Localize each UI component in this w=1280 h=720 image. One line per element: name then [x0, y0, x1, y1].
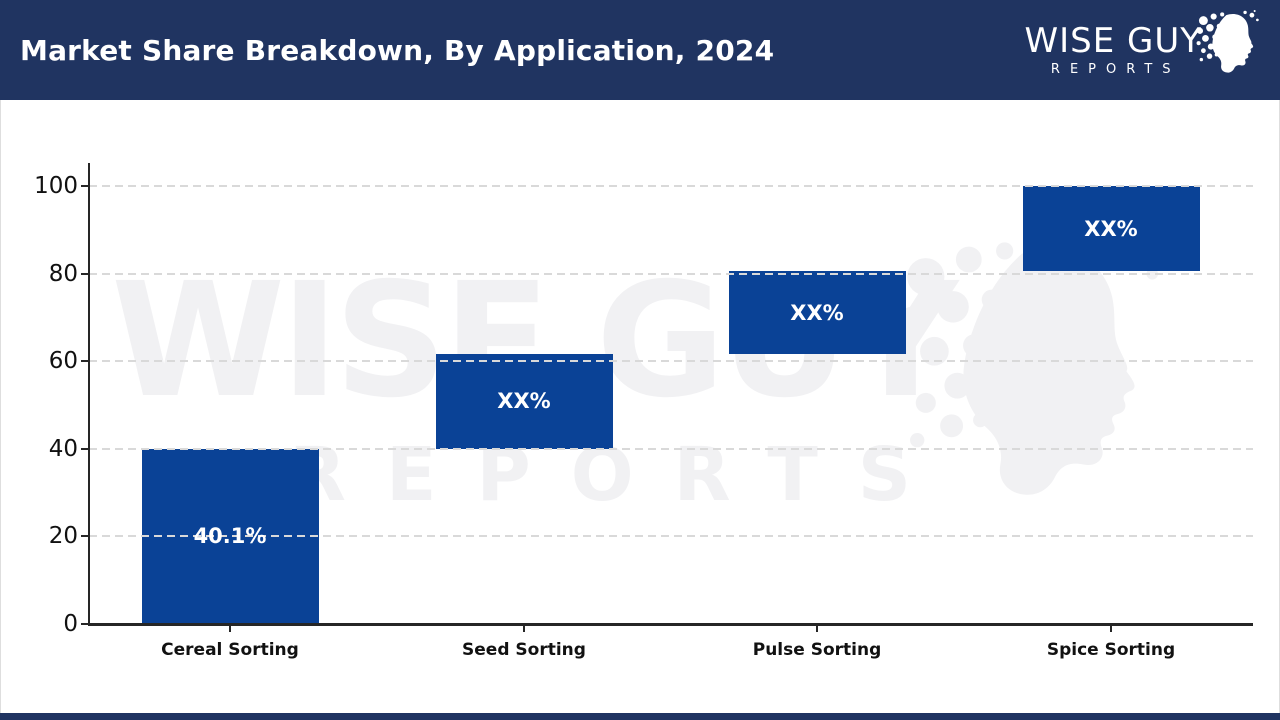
- y-tick-label-80: 80: [48, 260, 78, 287]
- y-tick-mark-20: [81, 535, 89, 538]
- logo-head-icon: [1196, 10, 1259, 73]
- bar-spice-sorting: [1022, 186, 1200, 272]
- logo-text: WISE GUY REPORTS: [1024, 24, 1202, 77]
- x-tick-mark-2: [523, 626, 525, 632]
- x-tick-label-cereal-sorting: Cereal Sorting: [161, 640, 299, 660]
- y-tick-label-0: 0: [63, 611, 78, 637]
- y-tick-label-100: 100: [34, 173, 78, 200]
- y-tick-label-60: 60: [48, 348, 78, 375]
- gridline-20: [89, 535, 1253, 538]
- y-axis: [88, 163, 90, 626]
- x-tick-mark-1: [229, 626, 231, 632]
- x-axis: [88, 623, 1253, 626]
- page-title: Market Share Breakdown, By Application, …: [20, 33, 775, 67]
- y-tick-label-40: 40: [48, 435, 78, 462]
- bar-pulse-sorting: [728, 271, 906, 355]
- x-tick-label-seed-sorting: Seed Sorting: [462, 640, 586, 660]
- y-tick-mark-100: [81, 185, 89, 188]
- bar-value-label: XX%: [790, 300, 844, 325]
- header-bar: Market Share Breakdown, By Application, …: [0, 0, 1280, 100]
- x-tick-label-spice-sorting: Spice Sorting: [1046, 640, 1176, 660]
- bar-seed-sorting: [435, 354, 613, 449]
- watermark-sub-text: REPORTS: [289, 432, 952, 518]
- x-tick-mark-4: [1110, 626, 1112, 632]
- gridline-100: [89, 185, 1253, 188]
- gridline-60: [89, 360, 1253, 363]
- gridline-80: [89, 272, 1253, 275]
- bar-value-label: 40.1%: [193, 524, 267, 549]
- logo-sub-text: REPORTS: [1050, 61, 1181, 77]
- footer-strip: [0, 713, 1280, 720]
- y-tick-mark-40: [81, 447, 89, 450]
- bar-value-label: XX%: [1084, 216, 1138, 241]
- gridline-40: [89, 447, 1253, 450]
- logo-brand-text: WISE GUY: [1024, 20, 1202, 61]
- wiseguy-logo: WISE GUY REPORTS: [1024, 9, 1266, 91]
- bar-value-label: XX%: [497, 389, 551, 414]
- x-tick-mark-3: [816, 626, 818, 632]
- y-tick-mark-80: [81, 272, 89, 275]
- y-tick-mark-60: [81, 360, 89, 363]
- y-tick-mark-0: [81, 623, 89, 625]
- y-tick-label-20: 20: [48, 523, 78, 550]
- x-tick-label-pulse-sorting: Pulse Sorting: [752, 640, 882, 660]
